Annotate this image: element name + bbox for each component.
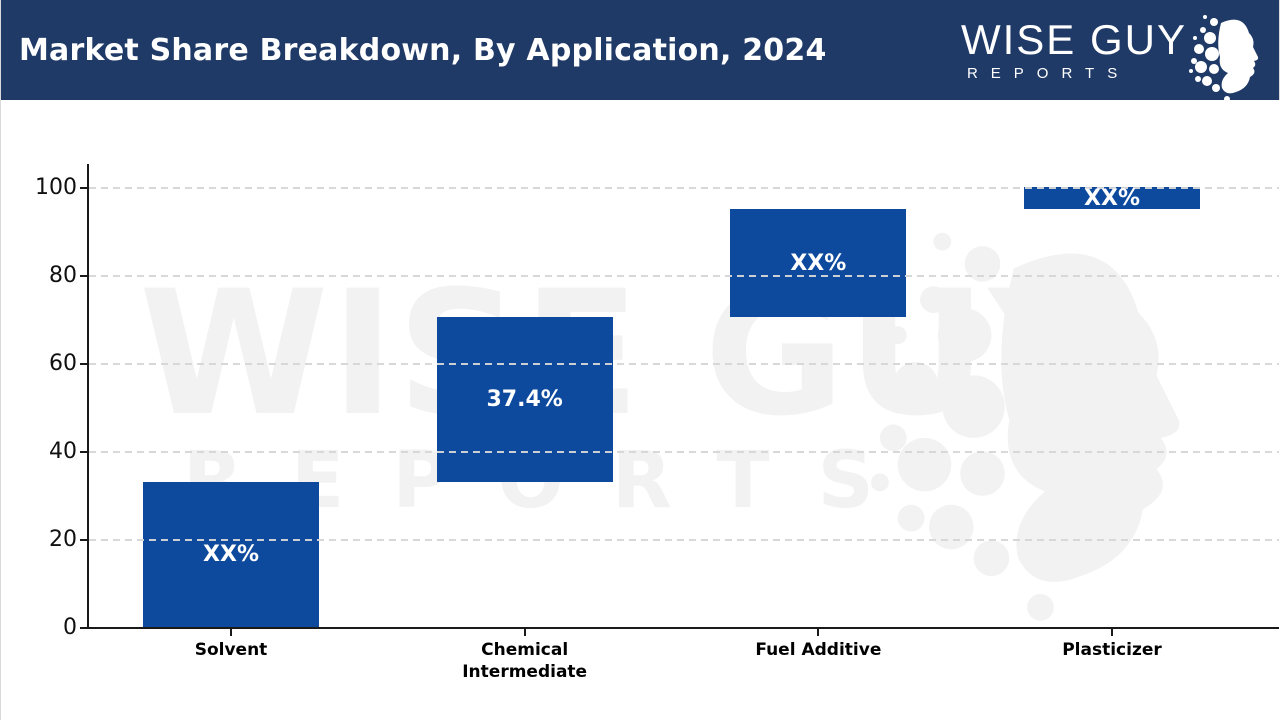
bar-solvent	[143, 481, 319, 627]
bar-chemical-intermediate	[436, 317, 613, 482]
x-tick-label-solvent: Solvent	[194, 640, 268, 660]
gridline-100	[89, 187, 1279, 189]
x-tick-label-plasticizer: Plasticizer	[1062, 640, 1162, 660]
y-axis-spine	[87, 164, 89, 629]
bar-plasticizer	[1024, 187, 1200, 209]
wise-guy-reports-logo: WISE GUY REPORTS	[960, 14, 1263, 102]
header-banner: Market Share Breakdown, By Application, …	[1, 0, 1279, 102]
y-tick-label: 60	[49, 351, 77, 376]
y-tick-label: 20	[49, 527, 77, 552]
gridline-60	[89, 363, 1279, 365]
gridline-20	[89, 539, 1279, 541]
x-tick-label-fuel-additive: Fuel Additive	[755, 640, 882, 660]
x-axis-spine	[87, 627, 1279, 629]
logo-text-primary: WISE GUY	[960, 15, 1187, 63]
dotted-face-icon	[1189, 14, 1259, 102]
y-tick-label: 80	[49, 263, 77, 288]
x-tick-mark	[230, 629, 232, 636]
bar-value-label-solvent: XX%	[203, 541, 259, 567]
y-tick-label: 0	[63, 615, 77, 640]
bar-fuel-additive	[730, 209, 907, 318]
y-tick-label: 100	[35, 175, 77, 200]
page-title: Market Share Breakdown, By Application, …	[19, 32, 827, 68]
bar-value-label-fuel-additive: XX%	[790, 250, 847, 276]
x-tick-mark	[523, 629, 526, 636]
y-tick-label: 40	[49, 439, 77, 464]
watermark-dotted-face	[871, 232, 1180, 621]
gridline-80	[89, 275, 1279, 277]
chart-area: WISE GUY REPORTS 020406080100XX%Solvent3…	[1, 100, 1280, 720]
y-tick-mark	[80, 539, 87, 541]
y-tick-mark	[80, 451, 87, 453]
bar-value-label-plasticizer: XX%	[1084, 185, 1140, 211]
x-tick-mark	[817, 629, 820, 636]
y-tick-mark	[80, 363, 87, 365]
bar-value-label-chemical-intermediate: 37.4%	[486, 387, 563, 412]
x-tick-label-chemical-intermediate: Chemical Intermediate	[462, 640, 588, 682]
x-tick-mark	[1111, 629, 1113, 636]
gridline-40	[89, 451, 1279, 453]
y-tick-mark	[80, 627, 87, 629]
logo-text-secondary: REPORTS	[966, 64, 1131, 82]
y-tick-mark	[80, 187, 87, 189]
y-tick-mark	[80, 275, 87, 277]
